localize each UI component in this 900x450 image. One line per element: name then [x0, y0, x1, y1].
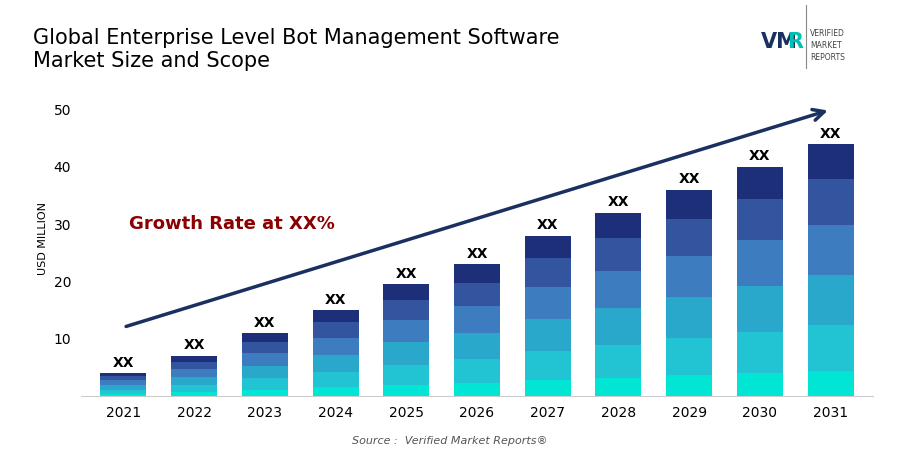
- Bar: [807, 225, 853, 275]
- Bar: [525, 380, 571, 396]
- Bar: [101, 390, 147, 394]
- Text: XX: XX: [184, 338, 205, 352]
- Text: XX: XX: [537, 218, 559, 232]
- Bar: [171, 385, 217, 392]
- Bar: [525, 351, 571, 380]
- Bar: [171, 356, 217, 361]
- Bar: [242, 353, 288, 366]
- Bar: [101, 373, 147, 376]
- Bar: [383, 284, 429, 300]
- Bar: [596, 213, 642, 239]
- Text: XX: XX: [325, 292, 346, 306]
- Bar: [454, 283, 500, 306]
- Bar: [454, 306, 500, 333]
- Bar: [383, 300, 429, 320]
- Bar: [242, 390, 288, 396]
- Bar: [101, 376, 147, 380]
- Text: XX: XX: [820, 126, 842, 140]
- Bar: [807, 144, 853, 179]
- Text: VERIFIED
MARKET
REPORTS: VERIFIED MARKET REPORTS: [810, 29, 845, 62]
- Bar: [807, 371, 853, 396]
- Bar: [666, 338, 712, 375]
- Text: XX: XX: [254, 315, 275, 329]
- Bar: [242, 366, 288, 378]
- Bar: [737, 332, 783, 373]
- Bar: [596, 345, 642, 378]
- Bar: [171, 361, 217, 369]
- Bar: [101, 380, 147, 385]
- Text: XX: XX: [466, 247, 488, 261]
- Bar: [383, 365, 429, 385]
- Bar: [807, 179, 853, 225]
- Bar: [383, 385, 429, 396]
- Bar: [312, 322, 358, 338]
- Bar: [666, 256, 712, 297]
- Text: Growth Rate at XX%: Growth Rate at XX%: [129, 215, 335, 233]
- Bar: [383, 342, 429, 365]
- Bar: [312, 372, 358, 387]
- Bar: [101, 385, 147, 390]
- Bar: [666, 297, 712, 338]
- Bar: [171, 392, 217, 396]
- Bar: [807, 325, 853, 371]
- Text: Source :  Verified Market Reports®: Source : Verified Market Reports®: [352, 436, 548, 446]
- Bar: [596, 238, 642, 271]
- Bar: [454, 333, 500, 359]
- Bar: [525, 236, 571, 258]
- Text: XX: XX: [749, 149, 770, 163]
- Bar: [666, 219, 712, 256]
- Bar: [807, 275, 853, 325]
- Bar: [666, 190, 712, 219]
- Bar: [242, 378, 288, 390]
- Text: XX: XX: [395, 267, 417, 281]
- Bar: [101, 394, 147, 396]
- Bar: [737, 240, 783, 286]
- Bar: [525, 287, 571, 319]
- Text: VM: VM: [760, 32, 797, 51]
- Text: XX: XX: [608, 195, 629, 209]
- Text: R: R: [788, 32, 804, 51]
- Bar: [312, 310, 358, 322]
- Bar: [737, 199, 783, 240]
- Bar: [596, 378, 642, 396]
- Bar: [454, 264, 500, 283]
- Bar: [666, 375, 712, 396]
- Bar: [454, 383, 500, 396]
- Bar: [312, 355, 358, 372]
- Bar: [596, 308, 642, 345]
- Bar: [242, 342, 288, 353]
- Bar: [312, 387, 358, 396]
- Bar: [525, 258, 571, 287]
- Text: XX: XX: [679, 172, 700, 186]
- Bar: [525, 319, 571, 351]
- Y-axis label: USD MILLION: USD MILLION: [38, 202, 48, 275]
- Bar: [171, 377, 217, 385]
- Bar: [737, 167, 783, 199]
- Text: Global Enterprise Level Bot Management Software
Market Size and Scope: Global Enterprise Level Bot Management S…: [33, 28, 560, 71]
- Text: XX: XX: [112, 356, 134, 369]
- Bar: [312, 338, 358, 355]
- Bar: [454, 359, 500, 383]
- Bar: [596, 271, 642, 308]
- Bar: [737, 286, 783, 332]
- Bar: [737, 373, 783, 396]
- Bar: [242, 333, 288, 342]
- Bar: [171, 369, 217, 377]
- Bar: [383, 320, 429, 342]
